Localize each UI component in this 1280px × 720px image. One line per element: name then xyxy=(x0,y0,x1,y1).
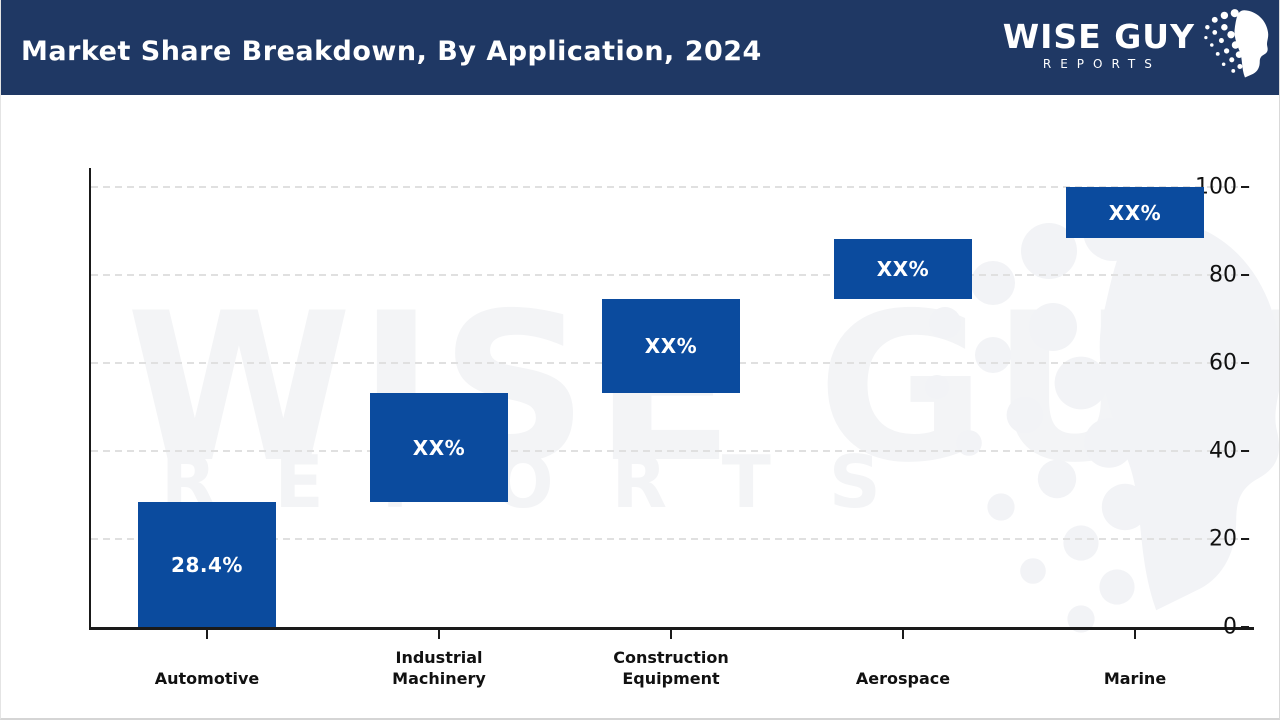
y-tick-label-20: 20 xyxy=(1209,526,1237,552)
bar-segment: 28.4% xyxy=(138,502,276,627)
category-label-line: Automotive xyxy=(154,669,260,688)
category-label: Aerospace xyxy=(793,668,1013,689)
bar-segment: XX% xyxy=(602,299,740,394)
logo-wordmark: WISE GUY xyxy=(1002,17,1195,57)
header-bar: Market Share Breakdown, By Application, … xyxy=(1,0,1279,95)
y-tick-mark-20 xyxy=(1241,538,1249,541)
category-label: Automotive xyxy=(97,668,317,689)
y-tick-mark-40 xyxy=(1241,450,1249,453)
category-label: Industrial Machinery xyxy=(329,647,549,689)
y-tick-mark-0 xyxy=(1241,626,1249,628)
bar-segment: XX% xyxy=(1066,187,1204,238)
logo-subtitle: REPORTS xyxy=(1042,56,1161,71)
logo-text: WISE GUY REPORTS xyxy=(1002,17,1195,71)
plot-area: 0 20 40 60 80 100 28.4% Automotive XX% Industrial… xyxy=(89,168,1254,688)
y-tick-mark-80 xyxy=(1241,274,1249,277)
x-tick-mark xyxy=(438,630,440,639)
x-axis-line xyxy=(89,627,1254,630)
category-label-line: Machinery xyxy=(392,669,486,688)
bar-value-label: XX% xyxy=(412,435,466,460)
bar-segment: XX% xyxy=(370,393,508,503)
category-label: Construction Equipment xyxy=(561,647,781,689)
y-tick-mark-100 xyxy=(1241,186,1249,189)
bar-value-label: XX% xyxy=(876,257,930,282)
category-label: Marine xyxy=(1025,668,1245,689)
category-label-line: Aerospace xyxy=(855,669,951,688)
y-tick-label-60: 60 xyxy=(1209,350,1237,376)
category-label-line: Marine xyxy=(1103,669,1167,688)
x-tick-mark xyxy=(206,630,208,639)
gridline-40 xyxy=(91,450,1251,453)
category-label-line: Equipment xyxy=(622,669,720,688)
x-tick-mark xyxy=(670,630,672,639)
x-tick-mark xyxy=(1134,630,1136,639)
page-title: Market Share Breakdown, By Application, … xyxy=(21,36,762,67)
y-tick-label-40: 40 xyxy=(1209,438,1237,464)
bar-value-label: 28.4% xyxy=(171,552,243,577)
bar-value-label: XX% xyxy=(644,334,698,359)
bar-value-label: XX% xyxy=(1108,200,1162,225)
y-tick-label-0: 0 xyxy=(1223,614,1237,640)
category-label-line: Construction xyxy=(613,648,729,667)
gridline-100 xyxy=(91,186,1251,189)
x-tick-mark xyxy=(902,630,904,639)
bar-segment: XX% xyxy=(834,238,972,300)
y-axis-line xyxy=(89,168,91,627)
gridline-80 xyxy=(91,274,1251,277)
category-label-line: Industrial xyxy=(395,648,483,667)
gridline-20 xyxy=(91,538,1251,541)
logo-face-icon xyxy=(1204,9,1269,78)
y-tick-mark-60 xyxy=(1241,362,1249,365)
logo: WISE GUY REPORTS xyxy=(1003,8,1271,82)
y-tick-label-80: 80 xyxy=(1209,262,1237,288)
